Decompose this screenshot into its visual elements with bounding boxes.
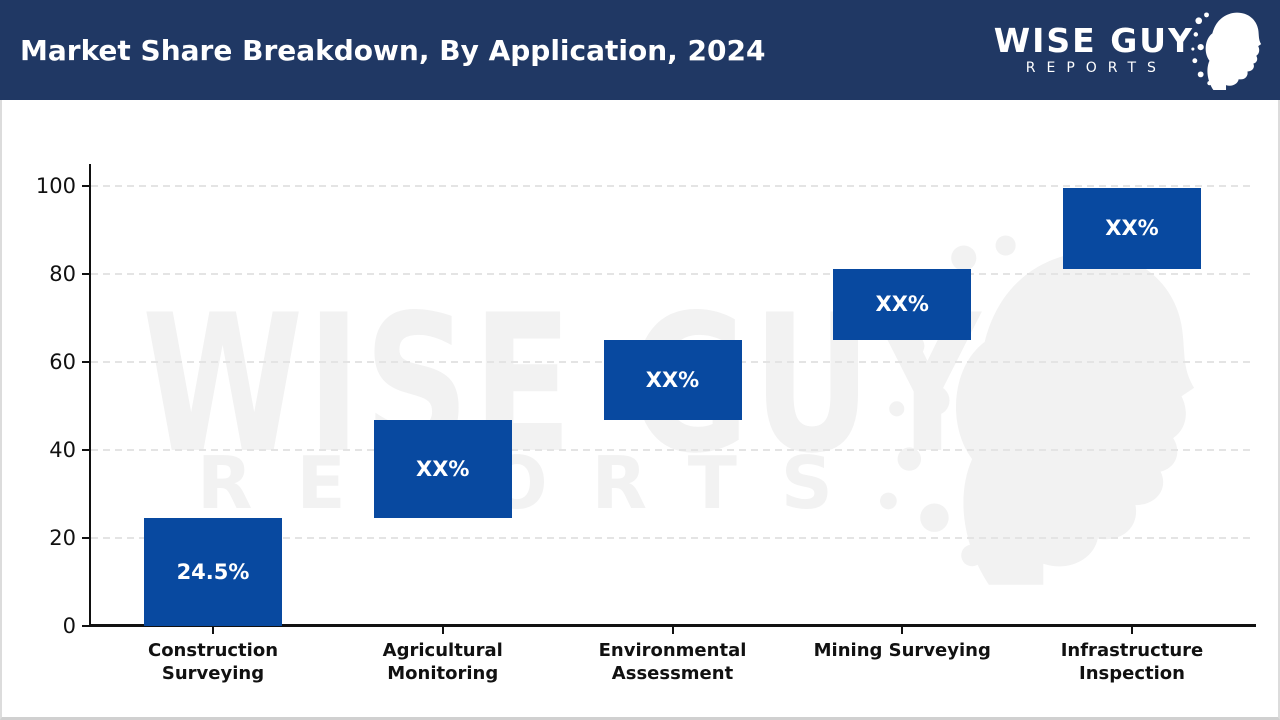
bar-infrastructure-inspection: XX% <box>1063 187 1201 269</box>
bar-value-label: XX% <box>416 457 470 482</box>
chart-title: Market Share Breakdown, By Application, … <box>20 33 766 67</box>
gridline-80 <box>91 273 1255 275</box>
y-tick-mark <box>82 625 91 627</box>
x-axis-line <box>89 624 1256 627</box>
y-tick-label-20: 20 <box>49 526 76 550</box>
x-category-label-mining-surveying: Mining Surveying <box>813 640 991 661</box>
logo-wordmark: WISE GUY <box>993 21 1194 61</box>
x-tick-mark <box>671 627 674 634</box>
y-tick-label-40: 40 <box>49 438 76 462</box>
y-tick-mark <box>82 361 91 363</box>
bar-environmental-assessment: XX% <box>603 339 742 421</box>
bar-value-label: XX% <box>645 367 700 392</box>
y-tick-label-0: 0 <box>62 614 76 638</box>
bar-value-label: XX% <box>1105 216 1159 241</box>
y-tick-mark <box>82 449 91 451</box>
x-tick-mark <box>212 627 214 634</box>
y-tick-mark <box>82 537 91 539</box>
y-axis-line <box>89 164 91 627</box>
bar-mining-surveying: XX% <box>833 268 972 340</box>
x-category-label-construction-surveying: Construction Surveying <box>147 640 279 684</box>
x-category-label-agricultural-monitoring: Agricultural Monitoring <box>382 640 503 684</box>
wise-guy-logo: WISE GUY REPORTS <box>994 9 1266 91</box>
bar-value-label: 24.5% <box>176 560 250 585</box>
watermark-subtext: REPORTS <box>197 441 877 525</box>
bar-construction-surveying: 24.5% <box>144 518 282 626</box>
logo-face-icon <box>1191 12 1262 90</box>
y-tick-label-100: 100 <box>35 174 76 198</box>
gridline-100 <box>91 185 1255 187</box>
x-category-label-environmental-assessment: Environmental Assessment <box>598 640 747 684</box>
logo-subtext: REPORTS <box>1025 59 1167 76</box>
x-category-label-infrastructure-inspection: Infrastructure Inspection <box>1060 640 1204 684</box>
logo-wordmark-block: WISE GUY REPORTS <box>994 24 1194 76</box>
watermark-face-icon <box>880 235 1195 585</box>
y-tick-label-80: 80 <box>49 262 76 286</box>
y-tick-label-60: 60 <box>49 350 76 374</box>
y-tick-mark <box>82 273 91 275</box>
y-tick-mark <box>82 185 91 187</box>
x-tick-mark <box>901 627 904 634</box>
header-bar: Market Share Breakdown, By Application, … <box>0 0 1280 100</box>
bar-agricultural-monitoring: XX% <box>373 420 512 519</box>
gridline-40 <box>91 449 1255 451</box>
x-tick-mark <box>441 627 444 634</box>
bar-value-label: XX% <box>875 292 929 317</box>
gridline-20 <box>91 537 1255 539</box>
x-tick-mark <box>1131 627 1133 634</box>
